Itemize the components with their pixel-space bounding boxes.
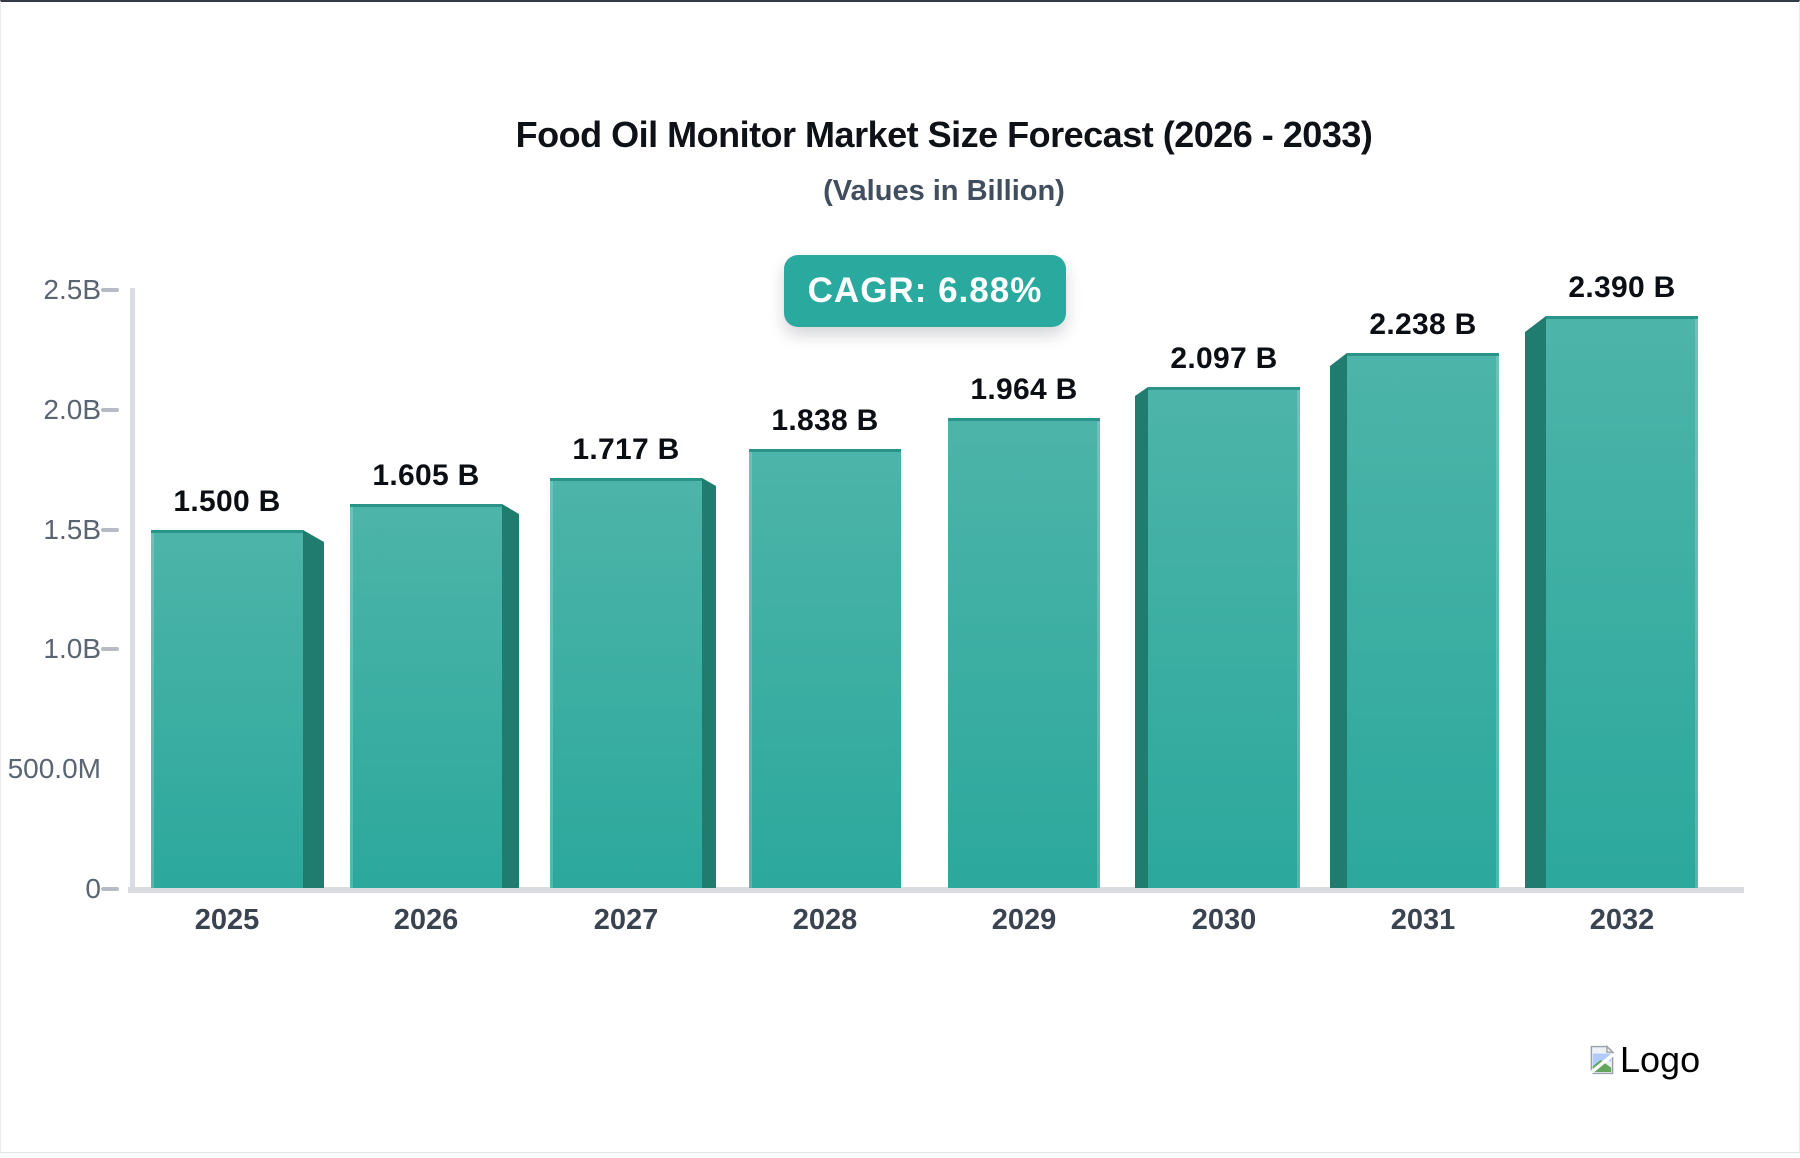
x-axis-label: 2029 [991,904,1057,936]
logo: Logo [1585,1040,1700,1080]
bar-value-label: 1.605 B [372,459,480,492]
bar-value-label: 1.717 B [572,433,680,466]
x-axis-label: 2031 [1390,904,1456,936]
bar-side-face [303,530,324,888]
bar [550,478,702,888]
bar-side-face [1330,353,1347,888]
x-axis-label: 2026 [393,904,459,936]
x-axis-label: 2025 [194,904,260,936]
logo-alt-text: Logo [1620,1039,1701,1080]
y-axis-label: 2.0B [43,393,101,425]
bar [1546,316,1698,888]
bar-side-face [1135,387,1148,888]
cagr-badge-label: CAGR: 6.88% [807,271,1043,310]
bar [948,418,1100,888]
y-axis-tick [101,407,119,412]
y-axis-label: 0 [85,873,101,904]
x-axis-label: 2030 [1191,904,1257,936]
y-axis-tick [101,527,119,532]
bar-value-label: 2.238 B [1369,308,1477,341]
y-axis-label: 1.0B [43,633,101,665]
bar-value-label: 1.838 B [771,404,879,437]
y-axis-tick [101,647,119,652]
y-axis-label: 2.5B [43,274,101,305]
bar-side-face [1525,316,1546,888]
bar-value-label: 2.390 B [1568,271,1676,304]
y-axis-tick [101,288,119,292]
x-axis-line [128,887,1744,893]
x-axis-label: 2032 [1589,904,1655,936]
chart-subtitle: (Values in Billion) [823,175,1065,207]
cagr-badge: CAGR: 6.88% [784,255,1066,327]
chart-title: Food Oil Monitor Market Size Forecast (2… [515,114,1373,155]
bar [350,504,502,888]
broken-image-icon [1585,1043,1619,1077]
bar [749,449,901,888]
y-axis-label: 1.5B [43,513,101,545]
bar [1148,387,1300,888]
bar [151,530,303,888]
bar-side-face [502,504,519,888]
bar-value-label: 1.500 B [173,485,281,518]
bar [1347,353,1499,888]
y-axis-tick [101,887,119,891]
y-axis-line [130,288,135,892]
y-axis-label: 500.0M [7,753,101,785]
bar-value-label: 1.964 B [970,373,1078,406]
bar-value-label: 2.097 B [1170,342,1278,375]
x-axis-label: 2028 [792,904,858,936]
x-axis-label: 2027 [593,904,659,936]
bar-side-face [702,478,716,888]
